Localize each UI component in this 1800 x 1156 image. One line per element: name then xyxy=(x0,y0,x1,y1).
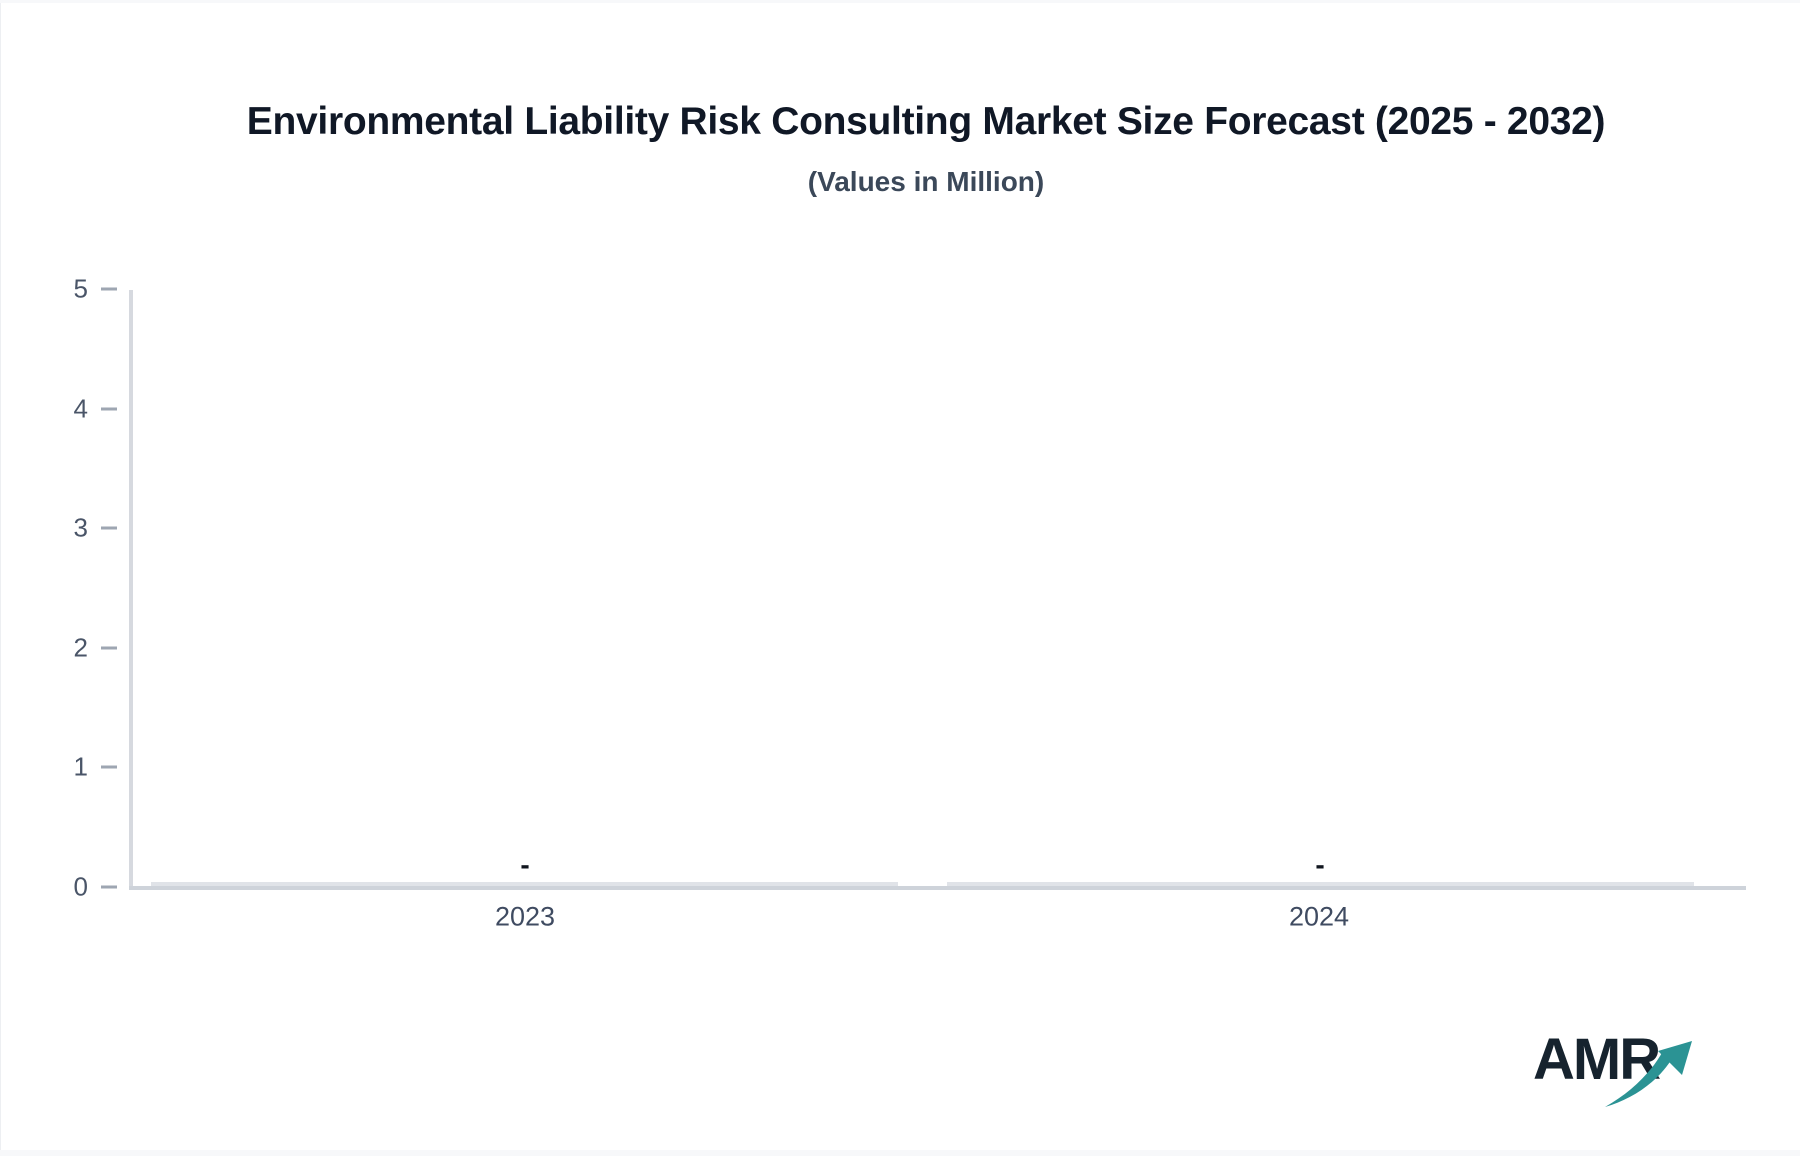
bar-2023 xyxy=(151,882,898,886)
y-tick-4: 4 xyxy=(1,394,117,425)
y-tick-mark xyxy=(101,407,117,411)
y-tick-2: 2 xyxy=(1,633,117,664)
chart-subtitle: (Values in Million) xyxy=(807,166,1045,197)
x-axis-label-2023: 2023 xyxy=(494,901,556,932)
y-tick-label: 0 xyxy=(73,871,88,902)
amr-logo-text: AMR xyxy=(1533,1027,1661,1092)
y-tick-label: 2 xyxy=(73,632,88,663)
y-tick-mark xyxy=(101,526,117,530)
y-tick-label: 4 xyxy=(73,393,88,424)
x-axis-line xyxy=(129,886,1746,890)
y-tick-label: 3 xyxy=(73,512,88,543)
y-tick-mark xyxy=(101,765,117,769)
y-tick-mark xyxy=(101,287,117,291)
bar-value-label-2023: - xyxy=(520,849,530,880)
y-axis-line xyxy=(129,290,133,890)
chart-card: Environmental Liability Risk Consulting … xyxy=(0,3,1800,1150)
y-tick-1: 1 xyxy=(1,752,117,783)
bar-value-label-2024: - xyxy=(1315,849,1325,880)
y-tick-label: 1 xyxy=(73,751,88,782)
y-tick-0: 0 xyxy=(1,872,117,903)
y-tick-mark xyxy=(101,885,117,889)
y-tick-label: 5 xyxy=(73,273,88,304)
y-tick-3: 3 xyxy=(1,513,117,544)
bar-2024 xyxy=(947,882,1694,886)
plot-area: 5 4 3 2 1 0 xyxy=(1,3,1800,1150)
logo-arrow-swoosh xyxy=(1605,1051,1673,1107)
chart-title: Environmental Liability Risk Consulting … xyxy=(246,100,1606,143)
logo-arrowhead xyxy=(1658,1041,1692,1075)
x-axis-label-2024: 2024 xyxy=(1288,901,1350,932)
y-tick-5: 5 xyxy=(1,274,117,305)
amr-logo: AMR xyxy=(1529,1029,1709,1109)
y-tick-mark xyxy=(101,646,117,650)
growth-arrow-icon xyxy=(1605,1041,1692,1107)
